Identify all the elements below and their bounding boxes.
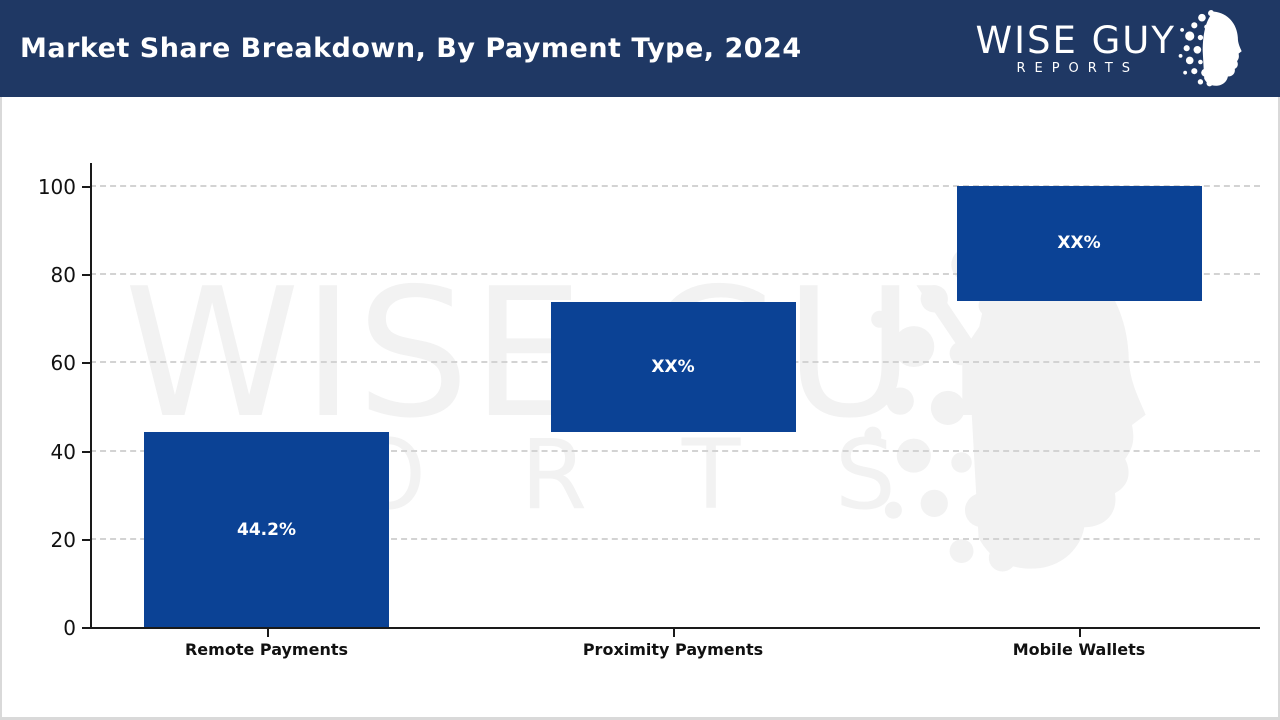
category-label-mobile-wallets: Mobile Wallets bbox=[1012, 640, 1146, 659]
bar-proximity-payments: XX% bbox=[550, 301, 796, 433]
gridline-80 bbox=[90, 273, 1260, 276]
x-axis-line bbox=[90, 627, 1260, 629]
bar-value-label-mobile-wallets: XX% bbox=[1057, 233, 1101, 254]
category-label-remote-payments: Remote Payments bbox=[184, 640, 349, 659]
gridline-100 bbox=[90, 185, 1260, 187]
wiseguy-face-icon bbox=[1178, 9, 1242, 86]
wiseguy-logo-text: WISE GUY REPORTS bbox=[976, 22, 1176, 76]
bar-value-label-remote-payments: 44.2% bbox=[237, 519, 296, 540]
y-tick-100 bbox=[82, 186, 90, 188]
bar-mobile-wallets: XX% bbox=[956, 186, 1202, 301]
y-tick-label-0: 0 bbox=[63, 616, 76, 640]
header-bar: Market Share Breakdown, By Payment Type,… bbox=[0, 0, 1280, 97]
y-tick-20 bbox=[82, 538, 90, 541]
gridline-20 bbox=[90, 537, 1260, 540]
x-tick-mobile-wallets bbox=[1079, 629, 1081, 637]
y-tick-label-60: 60 bbox=[50, 351, 76, 376]
category-label-proximity-payments: Proximity Payments bbox=[582, 640, 764, 659]
y-tick-60 bbox=[82, 362, 90, 365]
y-tick-label-100: 100 bbox=[37, 175, 76, 199]
y-tick-label-40: 40 bbox=[50, 439, 76, 464]
chart-title: Market Share Breakdown, By Payment Type,… bbox=[20, 33, 802, 64]
y-tick-40 bbox=[82, 450, 90, 453]
x-tick-remote-payments bbox=[266, 629, 269, 637]
plot-area: 0 20 40 60 80 100 44.2% XX% XX% Remote Payments Pr… bbox=[2, 97, 1280, 720]
y-tick-0 bbox=[82, 627, 90, 629]
y-tick-label-20: 20 bbox=[50, 527, 76, 552]
bar-value-label-proximity-payments: XX% bbox=[651, 357, 695, 378]
x-tick-proximity-payments bbox=[673, 629, 675, 637]
y-tick-80 bbox=[82, 274, 90, 277]
logo-subtitle: REPORTS bbox=[1016, 60, 1140, 76]
bar-remote-payments: 44.2% bbox=[144, 432, 389, 627]
y-axis-line bbox=[90, 163, 92, 629]
logo-wordmark: WISE GUY bbox=[975, 18, 1176, 62]
gridline-40 bbox=[90, 449, 1260, 452]
y-tick-label-80: 80 bbox=[50, 263, 76, 288]
wiseguy-logo: WISE GUY REPORTS bbox=[976, 7, 1248, 91]
chart-canvas: WISE GUY P O R T S 0 20 40 60 80 100 44.2% XX% X… bbox=[0, 97, 1280, 720]
